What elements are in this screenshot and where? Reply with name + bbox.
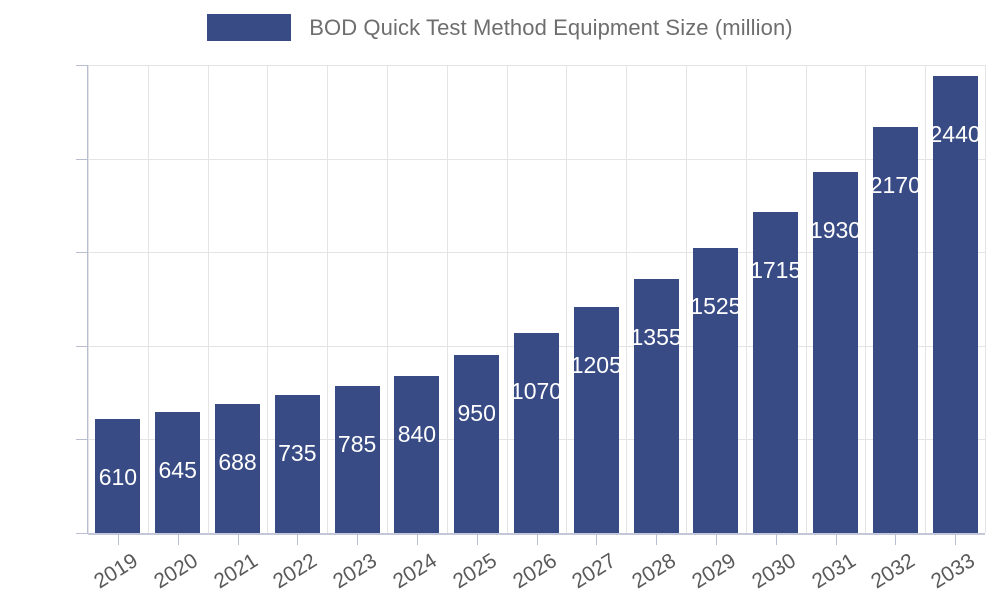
bar[interactable] [932, 76, 978, 533]
y-axis-tick-mark [76, 65, 87, 66]
gridline-vertical [985, 65, 986, 533]
bar[interactable] [633, 279, 679, 533]
x-axis-tick-label: 2027 [568, 549, 621, 594]
x-axis-tick-label: 2031 [807, 549, 860, 594]
x-axis-tick-label: 2020 [149, 549, 202, 594]
gridline-vertical [626, 65, 627, 533]
y-axis-tick-mark [76, 533, 87, 534]
x-axis-tick-label: 2033 [927, 549, 980, 594]
bar[interactable] [693, 247, 739, 533]
x-axis-tick-mark [416, 534, 418, 545]
bar[interactable] [214, 404, 261, 533]
y-axis: 05001000150020002500 [0, 65, 1000, 534]
bar[interactable] [872, 126, 918, 533]
bar-value-label: 735 [278, 440, 317, 467]
bar-value-label: 2170 [869, 171, 921, 198]
x-axis-tick-label: 2023 [329, 549, 382, 594]
bar-value-label: 840 [397, 420, 437, 447]
gridline-horizontal [88, 252, 985, 254]
x-axis-tick-label: 2029 [687, 549, 740, 594]
bar[interactable] [155, 412, 201, 533]
y-axis-tick-mark [76, 345, 87, 347]
bar-value-label: 1525 [690, 292, 742, 319]
gridline-vertical [925, 65, 926, 533]
x-axis-tick-mark [237, 534, 239, 545]
x-axis-tick-mark [835, 534, 837, 545]
bar-value-label: 1930 [809, 216, 862, 243]
bar-value-label: 610 [98, 463, 138, 490]
bar-value-label: 1355 [630, 324, 682, 351]
gridline-vertical [746, 65, 747, 533]
x-axis-tick-label: 2022 [269, 549, 322, 594]
bar-value-label: 1205 [570, 352, 622, 379]
bar[interactable] [812, 171, 859, 533]
bar[interactable] [513, 332, 560, 533]
bar[interactable] [394, 375, 440, 533]
x-axis-tick-mark [357, 534, 359, 545]
x-axis-tick-mark [177, 534, 179, 545]
y-axis-tick-mark [76, 439, 87, 441]
gridline-horizontal [88, 158, 985, 160]
x-axis-tick-mark [297, 534, 299, 545]
gridline-vertical [686, 65, 687, 533]
gridline-horizontal [88, 65, 985, 66]
chart-legend: BOD Quick Test Method Equipment Size (mi… [0, 14, 1000, 41]
x-axis-tick-label: 2025 [448, 549, 501, 594]
legend-swatch-bod [207, 14, 292, 41]
gridline-vertical [88, 65, 89, 533]
x-axis-tick-mark [656, 534, 658, 545]
gridline-vertical [267, 65, 268, 533]
x-axis-tick-label: 2019 [89, 549, 142, 594]
bar[interactable] [573, 307, 619, 533]
x-axis-tick-mark [117, 534, 119, 545]
bar-value-label: 688 [218, 449, 257, 476]
x-axis-tick-label: 2028 [628, 549, 681, 594]
gridline-vertical [566, 65, 567, 533]
x-axis-tick-mark [895, 534, 897, 545]
legend-label-bod: BOD Quick Test Method Equipment Size (mi… [309, 14, 793, 40]
bar-value-label: 950 [457, 400, 496, 427]
x-axis-tick-label: 2024 [388, 549, 441, 594]
y-axis-tick-mark [76, 252, 87, 254]
bar[interactable] [334, 386, 380, 533]
x-axis-tick-label: 2021 [209, 549, 262, 594]
x-axis-tick-mark [775, 534, 777, 545]
bar-value-label: 2440 [929, 121, 981, 148]
bar[interactable] [95, 418, 141, 533]
gridline-vertical [507, 65, 508, 533]
bar[interactable] [274, 395, 320, 533]
x-axis-tick-mark [955, 534, 957, 545]
bar-value-label: 785 [337, 431, 377, 458]
gridline-vertical [148, 65, 149, 533]
x-axis-tick-mark [476, 534, 478, 545]
gridline-vertical [387, 65, 388, 533]
bar[interactable] [753, 211, 799, 533]
x-axis-tick-label: 2032 [867, 549, 920, 594]
bar-value-label: 645 [158, 457, 197, 484]
x-axis-tick-mark [596, 534, 598, 545]
bar-value-label: 1715 [750, 256, 802, 283]
bar[interactable] [454, 355, 500, 533]
x-axis-tick-mark [536, 534, 538, 545]
x-axis-tick-label: 2026 [508, 549, 561, 594]
x-axis-tick-label: 2030 [747, 549, 800, 594]
gridline-vertical [865, 65, 866, 533]
gridline-vertical [327, 65, 328, 533]
plot-area: 610 645 688 735 785 840 950 1070 1205 1355 1525 171… [88, 65, 986, 535]
gridline-vertical [806, 65, 807, 533]
bar-value-label: 1070 [510, 377, 563, 404]
x-axis-tick-mark [715, 534, 717, 545]
gridline-vertical [447, 65, 448, 533]
y-axis-tick-mark [76, 158, 87, 160]
gridline-vertical [208, 65, 209, 533]
